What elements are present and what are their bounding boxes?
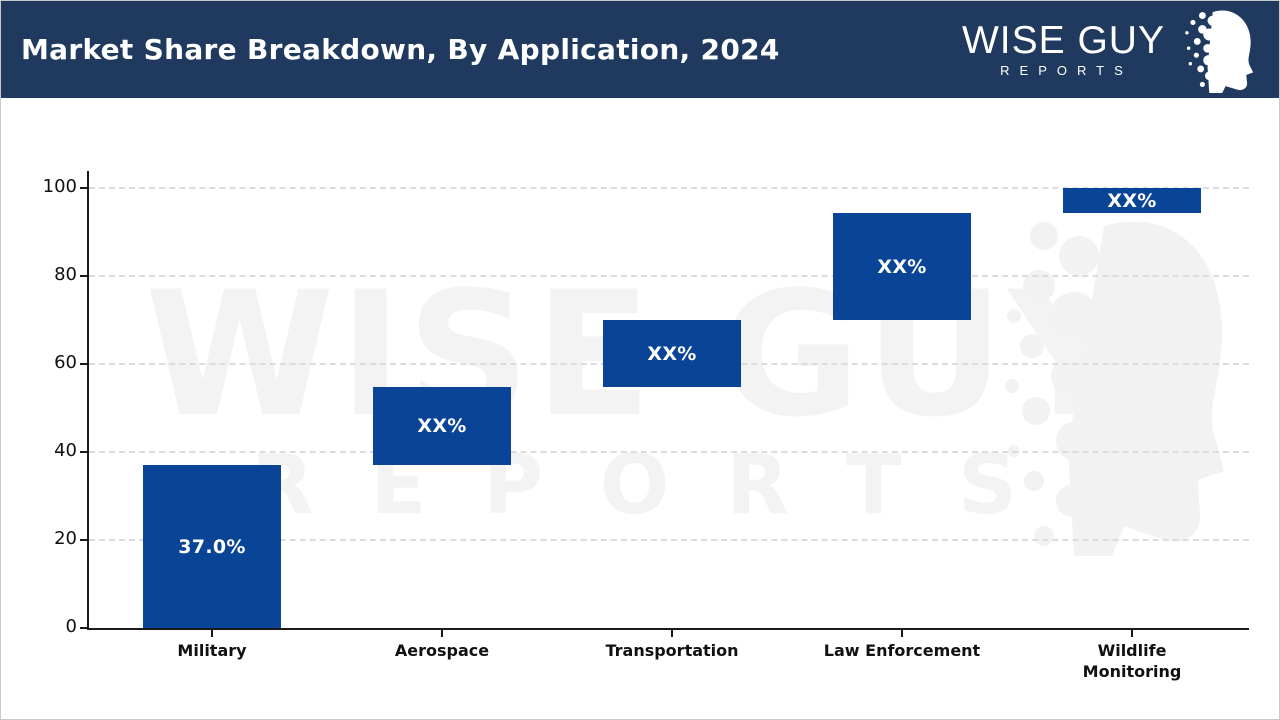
gridline: [89, 187, 1249, 189]
x-axis-tick: [901, 630, 903, 637]
y-tick-label: 60: [54, 352, 77, 373]
x-axis-tick: [1131, 630, 1133, 637]
y-tick-label: 40: [54, 440, 77, 461]
y-tick-label: 0: [65, 616, 77, 637]
y-axis-tick: [80, 539, 89, 541]
x-axis: [87, 628, 1249, 630]
bar-value-label: XX%: [417, 415, 467, 438]
y-axis-tick: [80, 451, 89, 453]
bar-value-label: XX%: [877, 255, 927, 278]
y-tick-label: 80: [54, 264, 77, 285]
watermark-head-icon: [1005, 221, 1224, 556]
bar-military: 37.0%: [143, 465, 281, 628]
x-axis-tick: [211, 630, 213, 637]
logo: WISE GUY REPORTS: [962, 7, 1255, 93]
logo-wordmark-sub: REPORTS: [1000, 63, 1133, 78]
y-axis: [87, 171, 89, 630]
x-axis-tick: [671, 630, 673, 637]
category-label: Military: [177, 641, 247, 660]
y-axis-tick: [80, 187, 89, 189]
y-tick-label: 100: [42, 176, 77, 197]
gridline: [89, 451, 1249, 453]
logo-head-icon: [1185, 9, 1254, 93]
y-axis-tick: [80, 363, 89, 365]
bar-value-label: 37.0%: [178, 535, 246, 558]
category-label: Wildlife Monitoring: [1082, 641, 1182, 681]
y-axis-tick: [80, 275, 89, 277]
bar-value-label: XX%: [1107, 189, 1157, 212]
category-label: Aerospace: [394, 641, 490, 660]
bar-value-label: XX%: [647, 342, 697, 365]
bar-aerospace: XX%: [373, 387, 511, 466]
x-axis-tick: [441, 630, 443, 637]
bar-transportation: XX%: [603, 320, 741, 388]
gridline: [89, 275, 1249, 277]
y-axis-tick: [80, 627, 89, 629]
logo-wordmark: WISE GUY REPORTS: [962, 21, 1165, 78]
category-label: Transportation: [605, 641, 739, 660]
logo-wordmark-main: WISE GUY: [961, 19, 1165, 62]
bar-law-enforcement: XX%: [833, 213, 971, 320]
page-title: Market Share Breakdown, By Application, …: [21, 33, 780, 66]
y-tick-label: 20: [54, 528, 77, 549]
category-label: Law Enforcement: [823, 641, 981, 660]
gridline: [89, 539, 1249, 541]
header-bar: Market Share Breakdown, By Application, …: [1, 1, 1279, 98]
bar-wildlife-monitoring: XX%: [1063, 188, 1201, 214]
